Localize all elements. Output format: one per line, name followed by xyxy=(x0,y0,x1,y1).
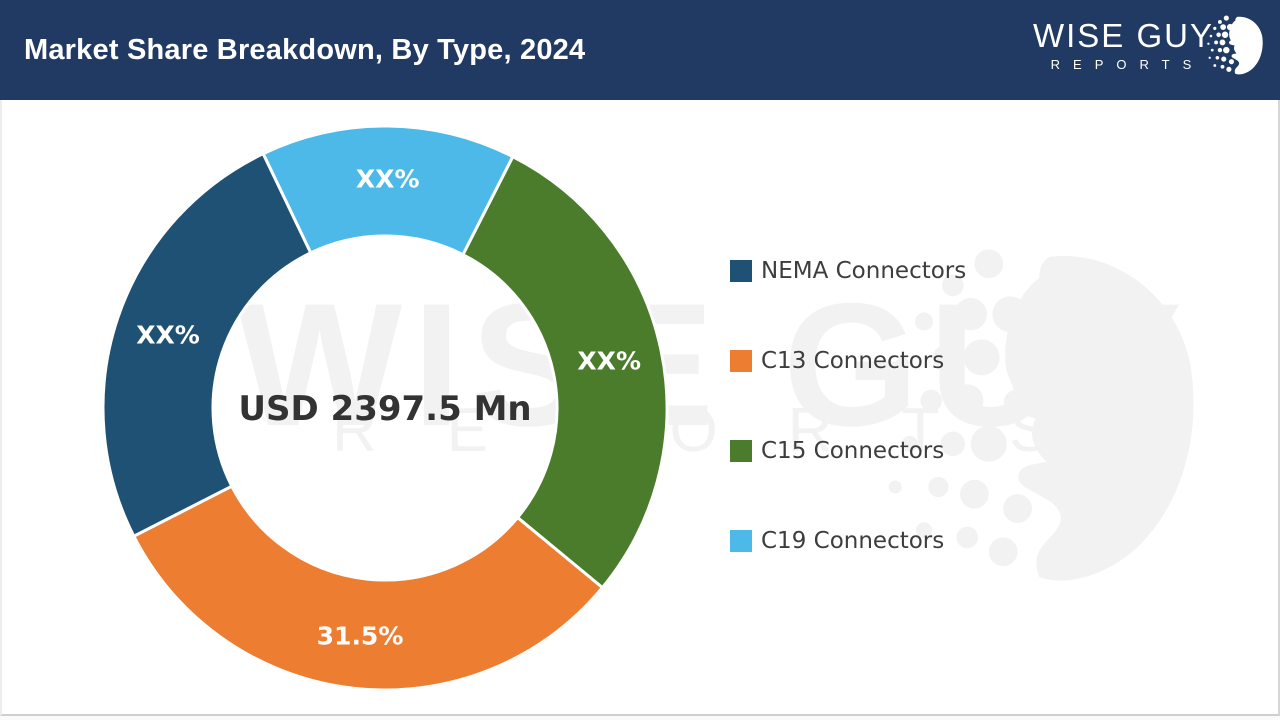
legend-label-c13-connectors: C13 Connectors xyxy=(761,348,945,374)
legend-item-nema-connectors: NEMA Connectors xyxy=(730,257,966,285)
header-bar: Market Share Breakdown, By Type, 2024 WI… xyxy=(0,0,1280,100)
donut-slice-c15-connectors xyxy=(461,155,669,590)
legend-swatch-c19-connectors xyxy=(730,530,752,552)
legend-item-c19-connectors: C19 Connectors xyxy=(730,527,966,555)
legend-swatch-nema-connectors xyxy=(730,260,752,282)
legend-swatch-c13-connectors xyxy=(730,350,752,372)
legend-item-c15-connectors: C15 Connectors xyxy=(730,437,966,465)
logo-wordmark-line1: WISE GUY xyxy=(1032,17,1214,54)
donut-slice-nema-connectors xyxy=(101,152,313,538)
brand-logo: WISE GUY REPORTS xyxy=(1033,8,1266,82)
logo-head-icon xyxy=(1207,15,1263,75)
legend-label-nema-connectors: NEMA Connectors xyxy=(761,258,967,284)
page-title: Market Share Breakdown, By Type, 2024 xyxy=(24,33,586,66)
legend-swatch-c15-connectors xyxy=(730,440,752,462)
logo-wordmark-line2: REPORTS xyxy=(1050,57,1205,72)
slice-label-c15-connectors: XX% xyxy=(577,346,642,376)
donut-slice-c13-connectors xyxy=(132,484,604,692)
logo-wordmark: WISE GUY REPORTS xyxy=(1032,17,1214,73)
legend-label-c15-connectors: C15 Connectors xyxy=(761,438,945,464)
donut-center-value: USD 2397.5 Mn xyxy=(238,389,532,429)
legend-label-c19-connectors: C19 Connectors xyxy=(761,528,945,554)
chart-canvas: WISE GUY REPORTS USD 2397.5 Mn XX% XX% 31.… xyxy=(0,100,1280,716)
slice-label-nema-connectors: XX% xyxy=(136,320,200,350)
slice-label-c13-connectors: 31.5% xyxy=(316,621,404,651)
slice-label-c19-connectors: XX% xyxy=(355,164,420,194)
legend-item-c13-connectors: C13 Connectors xyxy=(730,347,966,375)
legend: NEMA Connectors C13 Connectors C15 Connect… xyxy=(730,257,966,617)
donut-chart xyxy=(101,124,669,692)
